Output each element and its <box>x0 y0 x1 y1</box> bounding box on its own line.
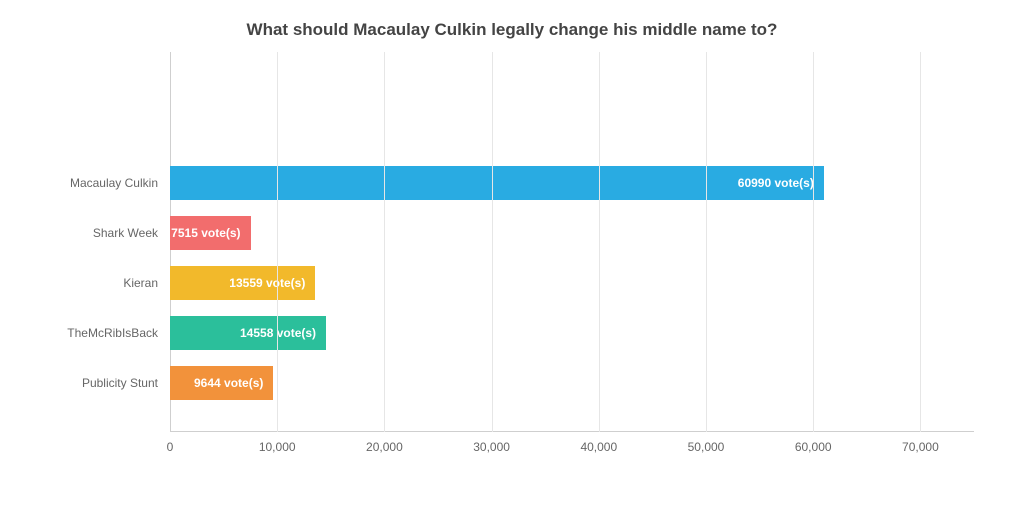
bar-value-label: 13559 vote(s) <box>229 276 305 290</box>
bar-row: Shark Week7515 vote(s) <box>170 216 974 250</box>
x-tick-label: 50,000 <box>688 440 725 454</box>
x-tick-label: 10,000 <box>259 440 296 454</box>
chart-title: What should Macaulay Culkin legally chan… <box>40 20 984 40</box>
gridline <box>384 52 385 432</box>
x-tick-label: 20,000 <box>366 440 403 454</box>
gridline <box>492 52 493 432</box>
bar-row: Publicity Stunt9644 vote(s) <box>170 366 974 400</box>
bar-row: Kieran13559 vote(s) <box>170 266 974 300</box>
gridline <box>813 52 814 432</box>
x-tick-label: 70,000 <box>902 440 939 454</box>
chart-plot: Macaulay Culkin60990 vote(s) Shark Week75… <box>170 52 974 432</box>
category-label: Macaulay Culkin <box>70 176 158 190</box>
gridline <box>599 52 600 432</box>
bar-value-label: 60990 vote(s) <box>738 176 814 190</box>
bar-row: Macaulay Culkin60990 vote(s) <box>170 166 974 200</box>
x-tick-label: 40,000 <box>580 440 617 454</box>
category-label: Publicity Stunt <box>82 376 158 390</box>
bar: 60990 vote(s) <box>170 166 824 200</box>
chart-bars: Macaulay Culkin60990 vote(s) Shark Week75… <box>170 52 974 432</box>
x-tick-label: 0 <box>167 440 174 454</box>
chart-area: Macaulay Culkin60990 vote(s)Shark Week75… <box>40 52 984 472</box>
bar: 13559 vote(s) <box>170 266 315 300</box>
category-label: Shark Week <box>93 226 158 240</box>
x-tick-label: 60,000 <box>795 440 832 454</box>
poll-chart: What should Macaulay Culkin legally chan… <box>0 0 1024 511</box>
bar-row: TheMcRibIsBack14558 vote(s) <box>170 316 974 350</box>
category-label: TheMcRibIsBack <box>67 326 158 340</box>
bar: 9644 vote(s) <box>170 366 273 400</box>
bar: 7515 vote(s) <box>170 216 251 250</box>
bar: 14558 vote(s) <box>170 316 326 350</box>
gridline <box>706 52 707 432</box>
bar-value-label: 7515 vote(s) <box>171 226 240 240</box>
gridline <box>277 52 278 432</box>
category-label: Kieran <box>123 276 158 290</box>
gridline <box>920 52 921 432</box>
bar-value-label: 9644 vote(s) <box>194 376 263 390</box>
x-tick-label: 30,000 <box>473 440 510 454</box>
